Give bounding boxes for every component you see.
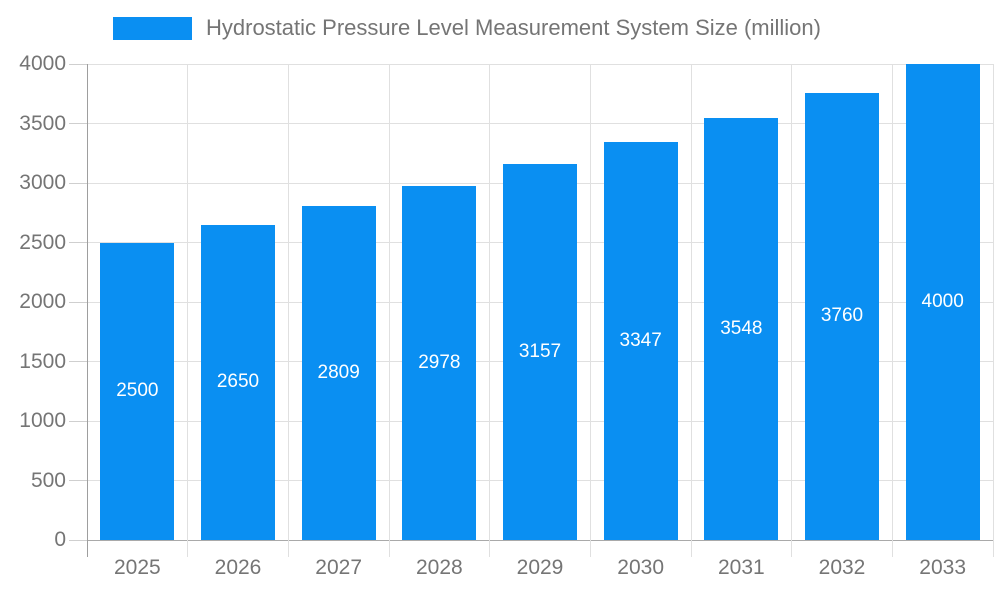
x-gridline xyxy=(891,64,893,557)
x-tick-label: 2031 xyxy=(717,556,765,579)
y-axis-tick xyxy=(69,361,87,362)
chart-legend: Hydrostatic Pressure Level Measurement S… xyxy=(113,15,821,41)
x-tick-label: 2029 xyxy=(516,556,564,579)
y-axis-tick xyxy=(69,123,87,124)
y-tick-label: 500 xyxy=(30,468,66,492)
x-gridline xyxy=(187,64,189,557)
x-tick-label: 2030 xyxy=(617,556,665,579)
y-gridline xyxy=(87,539,993,541)
x-gridline xyxy=(690,64,692,557)
bar-value-label: 2650 xyxy=(216,371,260,393)
y-tick-label: 2000 xyxy=(19,290,66,313)
bar: 2650 xyxy=(201,224,275,540)
x-gridline xyxy=(992,64,994,557)
y-tick-label: 3000 xyxy=(19,171,66,194)
bar-value-label: 4000 xyxy=(921,291,964,312)
x-gridline xyxy=(589,64,591,557)
bar: 3347 xyxy=(603,141,678,540)
y-axis-tick xyxy=(69,182,87,184)
bar: 2978 xyxy=(402,185,477,540)
bar-value-label: 2978 xyxy=(418,351,461,373)
x-gridline xyxy=(287,64,289,557)
legend-label: Hydrostatic Pressure Level Measurement S… xyxy=(206,15,821,40)
y-axis-tick xyxy=(69,63,87,65)
bar-value-label: 3157 xyxy=(518,341,562,363)
y-gridline xyxy=(87,123,993,124)
bar: 3548 xyxy=(704,117,779,540)
bar-value-label: 2809 xyxy=(317,361,360,383)
bar-value-label: 3548 xyxy=(720,317,763,339)
y-axis-tick xyxy=(69,420,87,422)
y-tick-label: 4000 xyxy=(19,52,66,75)
x-gridline xyxy=(791,64,793,557)
x-tick-label: 2028 xyxy=(415,556,463,579)
y-tick-label: 1500 xyxy=(19,349,66,373)
x-tick-label: 2027 xyxy=(315,556,363,579)
y-axis-tick xyxy=(69,480,87,481)
bar-value-label: 3347 xyxy=(619,329,662,351)
y-axis-tick xyxy=(69,539,87,541)
y-tick-label: 1000 xyxy=(19,409,66,432)
y-axis-tick xyxy=(69,301,87,303)
x-tick-label: 2032 xyxy=(818,556,866,579)
bar: 3157 xyxy=(503,164,577,540)
bar: 4000 xyxy=(905,64,980,540)
bar: 2809 xyxy=(301,205,376,540)
y-tick-label: 3500 xyxy=(19,111,66,135)
y-tick-label: 2500 xyxy=(19,230,66,254)
legend-swatch xyxy=(113,16,192,40)
y-tick-label: 0 xyxy=(54,528,66,551)
bar: 2500 xyxy=(100,242,175,540)
x-gridline xyxy=(388,64,390,557)
bar: 3760 xyxy=(805,92,879,540)
x-tick-label: 2025 xyxy=(113,556,161,579)
y-axis-tick xyxy=(69,242,87,243)
bar-value-label: 2500 xyxy=(116,380,159,402)
x-tick-label: 2033 xyxy=(919,556,967,579)
y-axis-line xyxy=(86,64,88,557)
x-gridline xyxy=(489,64,491,557)
bar-value-label: 3760 xyxy=(820,305,864,327)
y-gridline xyxy=(87,63,993,65)
x-tick-label: 2026 xyxy=(214,556,262,579)
